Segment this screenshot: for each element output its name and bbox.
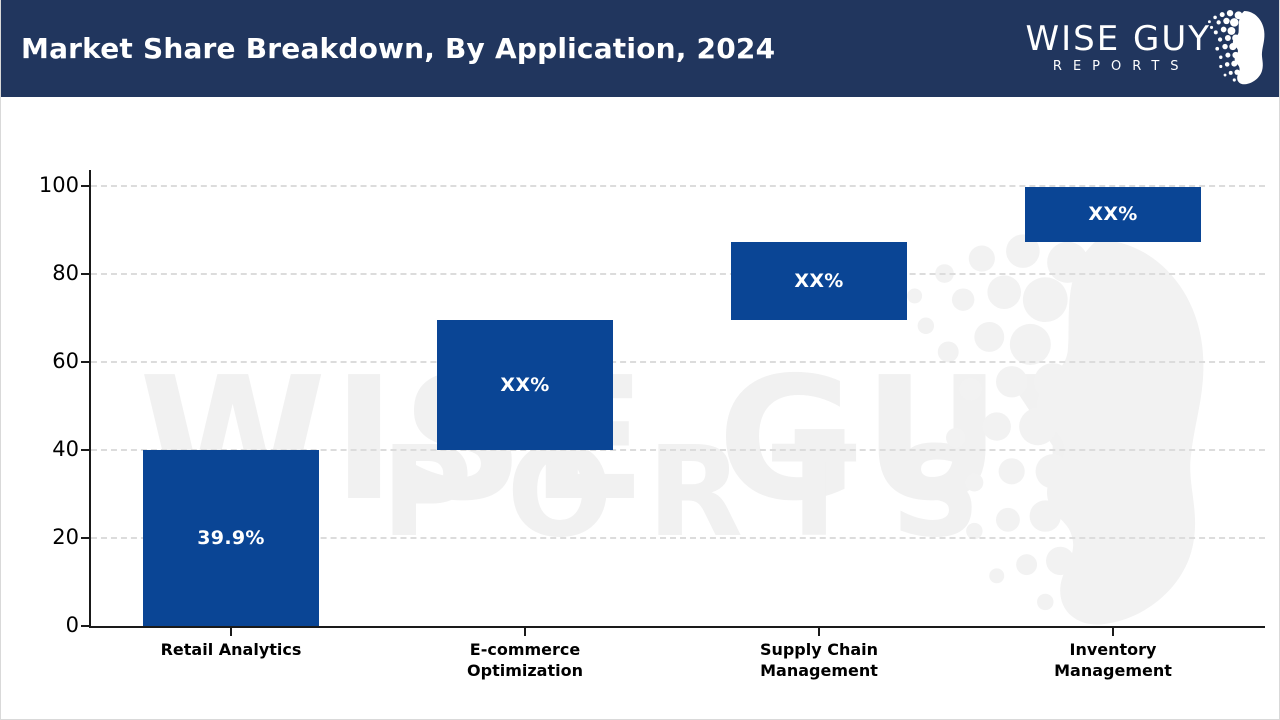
y-gridline [91,273,1265,275]
brand-name: WISE GUY [1025,19,1211,59]
brand-subtitle: REPORTS [1052,59,1190,74]
x-tick-mark [524,628,526,636]
bar: XX% [731,241,907,320]
y-tick-mark [81,537,89,539]
y-gridline [91,185,1265,187]
bar-value-label: XX% [500,374,550,397]
dotted-face-profile-icon [1207,9,1265,85]
brand-logo-text: WISE GUY REPORTS [1025,22,1211,74]
watermark-face-icon [907,234,1204,625]
y-tick-mark [81,361,89,363]
y-gridline [91,537,1265,539]
y-tick-label: 40 [52,437,79,461]
y-tick-mark [81,185,89,187]
y-tick-label: 80 [52,261,79,285]
bar-value-label: 39.9% [197,527,265,550]
x-tick-mark [230,628,232,636]
brand-logo: WISE GUY REPORTS [1025,4,1267,92]
category-label: E-commerce Optimization [467,640,583,680]
y-tick-label: 20 [52,525,79,549]
x-tick-mark [818,628,820,636]
y-tick-label: 60 [52,349,79,373]
bar: 39.9% [143,450,319,626]
y-tick-mark [81,449,89,451]
y-tick-label: 0 [65,613,79,637]
bar: XX% [1025,186,1201,242]
bar-value-label: XX% [794,269,844,292]
bar-value-label: XX% [1088,203,1138,226]
category-label: Inventory Management [1054,640,1172,680]
category-label: Retail Analytics [160,640,302,659]
y-tick-label: 100 [38,173,79,197]
chart-area: WISE GUY PORTS 0 20 40 60 80 100 39.9% Retail A… [1,97,1279,719]
page-title: Market Share Breakdown, By Application, … [21,32,776,65]
y-axis-line [89,170,91,628]
y-gridline [91,449,1265,451]
y-gridline [91,361,1265,363]
category-label: Supply Chain Management [759,640,879,680]
header-bar: Market Share Breakdown, By Application, … [1,0,1279,97]
x-tick-mark [1112,628,1114,636]
y-tick-mark [81,273,89,275]
bar: XX% [437,319,613,451]
x-axis-line [89,626,1265,628]
y-tick-mark [81,625,89,627]
